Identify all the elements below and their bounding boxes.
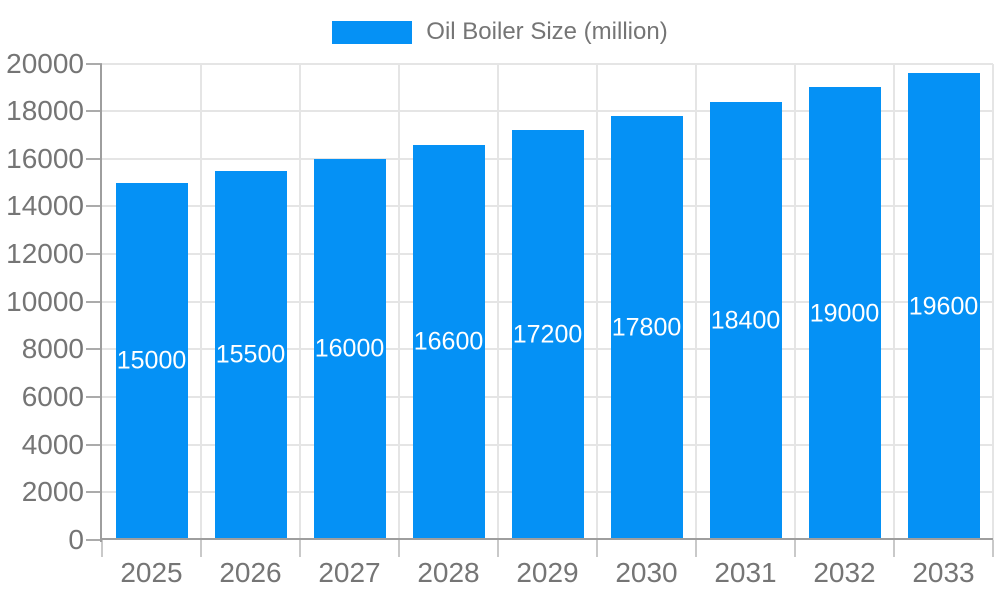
x-axis-label: 2029 xyxy=(516,557,579,588)
x-gridline xyxy=(893,63,895,540)
y-axis-label: 4000 xyxy=(21,428,84,460)
y-tick xyxy=(86,348,102,351)
bar[interactable] xyxy=(214,170,287,540)
bar-value-label: 19600 xyxy=(908,292,979,320)
legend[interactable]: Oil Boiler Size (million) xyxy=(0,17,1000,47)
y-tick xyxy=(86,157,102,160)
x-gridline xyxy=(398,63,400,540)
y-tick xyxy=(86,205,102,208)
x-axis-label: 2033 xyxy=(912,557,975,588)
y-tick xyxy=(86,491,102,494)
y-gridline xyxy=(102,62,993,65)
bar-value-label: 19000 xyxy=(809,299,880,328)
x-tick xyxy=(596,540,598,557)
x-axis-label: 2026 xyxy=(219,557,282,588)
bar-value-label: 17200 xyxy=(512,320,583,349)
x-axis-label: 2032 xyxy=(813,557,876,588)
x-tick xyxy=(893,540,895,557)
y-tick xyxy=(86,62,102,65)
x-tick xyxy=(299,540,301,557)
y-tick xyxy=(86,110,102,113)
bar-value-label: 18400 xyxy=(710,306,781,335)
bar[interactable] xyxy=(709,101,782,540)
bar-value-label: 17800 xyxy=(611,313,682,342)
x-axis-label: 2028 xyxy=(417,557,480,588)
bar[interactable] xyxy=(313,158,386,540)
x-axis-label: 2025 xyxy=(120,557,183,588)
y-tick xyxy=(86,443,102,446)
legend-swatch xyxy=(332,20,413,44)
bar-value-label: 16600 xyxy=(413,327,484,356)
bar-value-label: 15500 xyxy=(215,340,286,369)
bar[interactable] xyxy=(907,73,980,540)
x-axis-line xyxy=(100,538,993,540)
x-axis-label: 2031 xyxy=(714,557,777,588)
x-tick xyxy=(992,540,994,557)
y-axis-label: 14000 xyxy=(6,190,84,222)
bar[interactable] xyxy=(412,144,485,540)
x-axis-label: 2027 xyxy=(318,557,381,588)
x-gridline xyxy=(497,63,499,540)
y-axis-label: 18000 xyxy=(6,95,84,127)
x-tick xyxy=(794,540,796,557)
x-gridline xyxy=(992,63,994,540)
x-tick xyxy=(200,540,202,557)
x-axis-label: 2030 xyxy=(615,557,678,588)
x-gridline xyxy=(299,63,301,540)
y-axis-line xyxy=(100,63,102,542)
x-tick xyxy=(101,540,103,557)
y-axis-label: 2000 xyxy=(21,476,84,508)
y-axis-label: 6000 xyxy=(21,381,84,413)
y-tick xyxy=(86,300,102,303)
bar[interactable] xyxy=(808,87,881,540)
x-gridline xyxy=(596,63,598,540)
y-gridline xyxy=(102,110,993,113)
x-tick xyxy=(398,540,400,557)
y-tick xyxy=(86,253,102,256)
bar-value-label: 16000 xyxy=(314,334,385,363)
x-gridline xyxy=(695,63,697,540)
y-tick xyxy=(86,539,102,541)
y-axis-label: 20000 xyxy=(6,47,84,79)
y-axis-label: 8000 xyxy=(21,333,84,365)
x-gridline xyxy=(794,63,796,540)
bar[interactable] xyxy=(511,130,584,540)
y-axis-label: 12000 xyxy=(6,238,84,270)
x-tick xyxy=(695,540,697,557)
bar[interactable] xyxy=(115,182,188,540)
bar[interactable] xyxy=(610,115,683,540)
bar-value-label: 15000 xyxy=(116,346,187,375)
y-axis-label: 16000 xyxy=(6,142,84,174)
y-axis-label: 10000 xyxy=(6,285,84,317)
legend-label: Oil Boiler Size (million) xyxy=(426,18,668,45)
x-gridline xyxy=(200,63,202,540)
x-tick xyxy=(497,540,499,557)
y-axis-label: 0 xyxy=(68,524,84,555)
y-tick xyxy=(86,396,102,399)
